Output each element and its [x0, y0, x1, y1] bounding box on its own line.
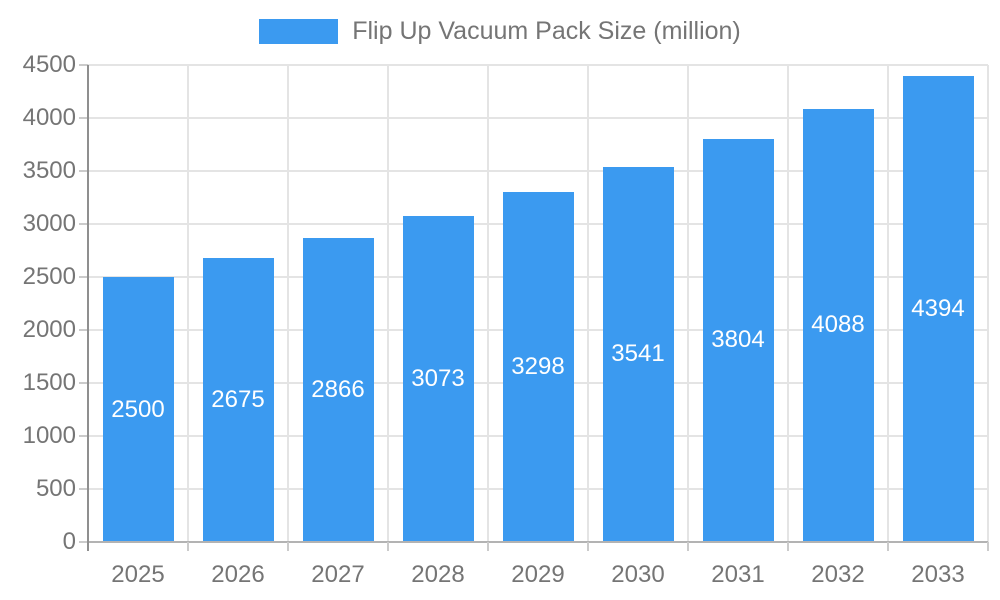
x-gridline: [487, 65, 489, 542]
y-axis-tick: [79, 170, 88, 172]
x-axis-label: 2025: [111, 561, 165, 588]
y-axis-label: 1500: [22, 369, 76, 396]
x-axis-label: 2031: [711, 561, 765, 588]
y-axis-tick: [79, 276, 88, 278]
y-axis-label: 3000: [22, 210, 76, 237]
y-axis-label: 1000: [22, 422, 76, 449]
legend-swatch-icon: [259, 18, 339, 44]
x-gridline: [587, 65, 589, 542]
y-gridline: [88, 117, 988, 119]
legend[interactable]: Flip Up Vacuum Pack Size (million): [0, 17, 1000, 45]
y-axis-label: 2000: [22, 316, 76, 343]
y-axis-tick: [79, 435, 88, 437]
x-axis-tick: [587, 542, 589, 551]
x-axis-baseline: [88, 541, 988, 543]
bar-value-label: 4088: [811, 311, 865, 339]
bar-2028[interactable]: 3073: [402, 216, 474, 542]
bar-2025[interactable]: 2500: [102, 277, 174, 542]
x-gridline: [387, 65, 389, 542]
y-axis-label: 4000: [22, 104, 76, 131]
y-axis-tick: [79, 64, 88, 66]
y-gridline: [88, 64, 988, 66]
bar-value-label: 3541: [611, 340, 665, 368]
bar-2032[interactable]: 4088: [802, 108, 874, 542]
x-gridline: [187, 65, 189, 542]
bar-2030[interactable]: 3541: [602, 166, 674, 542]
bar-value-label: 3073: [411, 365, 465, 393]
x-axis-tick: [387, 542, 389, 551]
bar-2031[interactable]: 3804: [702, 138, 774, 542]
x-gridline: [887, 65, 889, 542]
x-gridline: [687, 65, 689, 542]
x-gridline: [287, 65, 289, 542]
y-axis-label: 3500: [22, 157, 76, 184]
y-axis-tick: [79, 382, 88, 384]
bar-value-label: 2675: [211, 386, 265, 414]
y-axis-tick: [79, 223, 88, 225]
x-axis-tick: [487, 542, 489, 551]
bar-2026[interactable]: 2675: [202, 258, 274, 542]
bar-2033[interactable]: 4394: [902, 76, 974, 542]
y-axis-tick: [79, 541, 88, 543]
x-gridline: [787, 65, 789, 542]
y-axis-label: 4500: [22, 51, 76, 78]
y-axis-tick: [79, 329, 88, 331]
x-axis-label: 2032: [811, 561, 865, 588]
x-axis-tick: [887, 542, 889, 551]
x-axis-label: 2027: [311, 561, 365, 588]
y-axis-tick: [79, 488, 88, 490]
y-axis-line: [87, 65, 89, 551]
y-axis-label: 2500: [22, 263, 76, 290]
bar-value-label: 3804: [711, 326, 765, 354]
bar-value-label: 2500: [111, 395, 165, 423]
x-axis-label: 2026: [211, 561, 265, 588]
x-axis-tick: [187, 542, 189, 551]
bar-value-label: 3298: [511, 353, 565, 381]
x-axis-label: 2028: [411, 561, 465, 588]
y-axis-label: 0: [62, 528, 76, 555]
y-axis-label: 500: [35, 475, 76, 502]
y-axis-tick: [79, 117, 88, 119]
x-axis-label: 2029: [511, 561, 565, 588]
x-axis-tick: [687, 542, 689, 551]
x-axis-tick: [787, 542, 789, 551]
x-axis-label: 2033: [911, 561, 965, 588]
bar-2029[interactable]: 3298: [502, 192, 574, 542]
bar-value-label: 4394: [911, 295, 965, 323]
y-gridline: [88, 170, 988, 172]
x-axis-tick: [287, 542, 289, 551]
bar-2027[interactable]: 2866: [302, 238, 374, 542]
legend-label: Flip Up Vacuum Pack Size (million): [352, 17, 741, 45]
x-gridline: [987, 65, 989, 542]
x-axis-tick: [987, 542, 989, 551]
x-axis-label: 2030: [611, 561, 665, 588]
bar-value-label: 2866: [311, 376, 365, 404]
